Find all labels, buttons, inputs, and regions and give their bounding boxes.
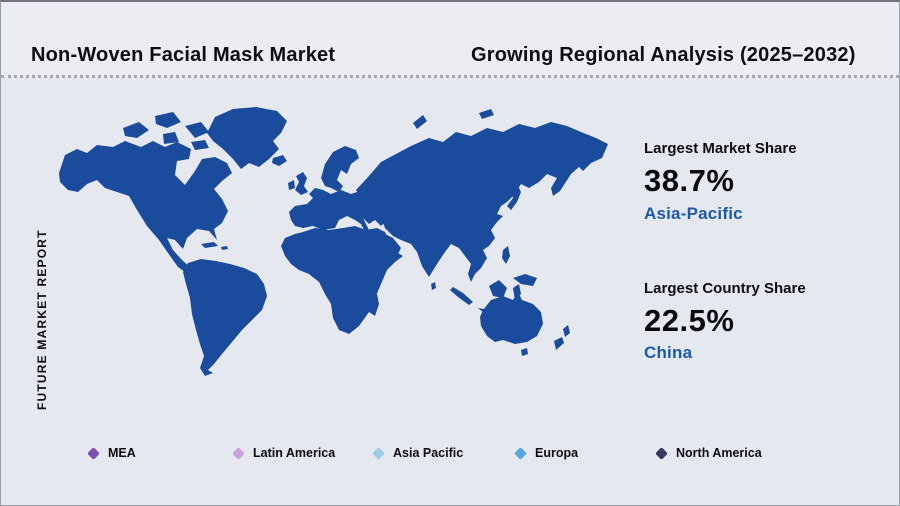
legend-label: MEA	[108, 446, 136, 460]
legend-swatch-europa	[514, 446, 527, 460]
map-new-zealand	[554, 325, 570, 350]
map-asia	[356, 122, 608, 282]
legend-label: Latin America	[253, 446, 336, 460]
map-north-america	[59, 141, 232, 275]
legend-swatch-north-america	[655, 446, 668, 460]
legend: MEA Latin America Asia Pacific Europa No…	[1, 446, 899, 470]
map-australia	[480, 292, 543, 356]
legend-swatch-asia-pacific	[372, 446, 385, 460]
map-landmasses	[59, 107, 608, 376]
stat-label: Largest Country Share	[644, 279, 806, 297]
map-africa	[281, 226, 403, 334]
legend-swatch-mea	[87, 446, 100, 460]
stat-region: Asia-Pacific	[644, 203, 743, 223]
legend-item-asia-pacific: Asia Pacific	[372, 446, 464, 460]
header-band	[1, 2, 899, 77]
map-arabia	[367, 229, 401, 262]
map-scandinavia	[321, 146, 359, 201]
legend-label: Asia Pacific	[393, 446, 464, 460]
page-subtitle: Growing Regional Analysis (2025–2032)	[471, 44, 856, 66]
world-map	[51, 97, 631, 429]
map-arctic-islands	[123, 112, 209, 150]
map-madagascar	[369, 294, 379, 316]
legend-label: Europa	[535, 446, 579, 460]
map-greenland	[207, 107, 287, 169]
map-iceland	[272, 155, 287, 166]
stat-value: 22.5%	[644, 302, 735, 338]
dotted-divider	[1, 75, 899, 78]
world-map-svg	[59, 107, 608, 376]
stat-region: China	[644, 343, 693, 363]
stat-label: Largest Market Share	[644, 140, 797, 157]
stat-value: 38.7%	[644, 163, 735, 198]
stat-largest-market-share: Largest Market Share 38.7% Asia-Pacific	[644, 140, 894, 224]
map-south-america	[183, 259, 267, 376]
brand-watermark: FUTURE MARKET REPORT	[35, 229, 49, 410]
page-title: Non-Woven Facial Mask Market	[31, 44, 336, 66]
legend-label: North America	[676, 446, 762, 460]
legend-item-europa: Europa	[514, 446, 579, 460]
legend-item-north-america: North America	[655, 446, 762, 460]
map-caribbean	[201, 242, 228, 250]
legend-swatch-latin-america	[232, 446, 245, 460]
stat-largest-country-share: Largest Country Share 22.5% China	[644, 280, 894, 364]
legend-item-latin-america: Latin America	[232, 446, 336, 460]
legend-item-mea: MEA	[87, 446, 136, 460]
map-uk-ireland	[288, 172, 308, 195]
stats-panel: Largest Market Share 38.7% Asia-Pacific …	[644, 140, 894, 397]
